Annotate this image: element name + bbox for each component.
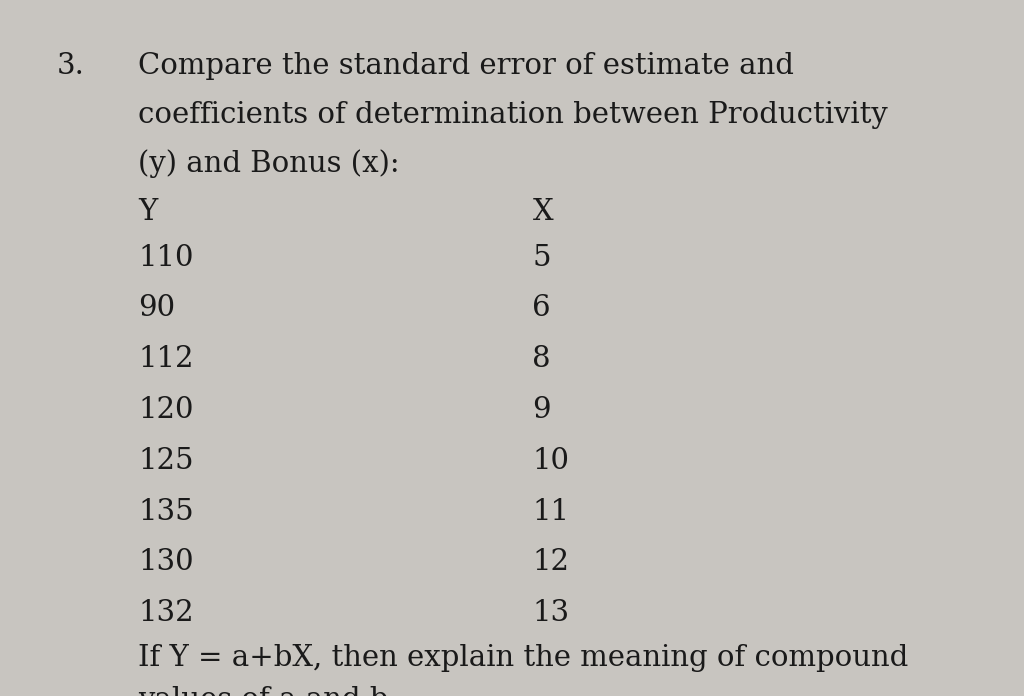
Text: 8: 8 [532,345,551,373]
Text: 5: 5 [532,244,551,271]
Text: 125: 125 [138,447,194,475]
Text: Y: Y [138,198,158,226]
Text: If Y = a+bX, then explain the meaning of compound: If Y = a+bX, then explain the meaning of… [138,644,908,672]
Text: 10: 10 [532,447,569,475]
Text: 120: 120 [138,396,194,424]
Text: Compare the standard error of estimate and: Compare the standard error of estimate a… [138,52,795,80]
Text: 6: 6 [532,294,551,322]
Text: values of a and b.: values of a and b. [138,686,398,696]
Text: (y) and Bonus (x):: (y) and Bonus (x): [138,150,399,178]
Text: 112: 112 [138,345,194,373]
Text: 135: 135 [138,498,194,525]
Text: 12: 12 [532,548,569,576]
Text: 11: 11 [532,498,569,525]
Text: 90: 90 [138,294,175,322]
Text: 3.: 3. [56,52,84,80]
Text: coefficients of determination between Productivity: coefficients of determination between Pr… [138,101,888,129]
Text: 130: 130 [138,548,194,576]
Text: X: X [532,198,553,226]
Text: 110: 110 [138,244,194,271]
Text: 132: 132 [138,599,194,627]
Text: 9: 9 [532,396,551,424]
Text: 13: 13 [532,599,569,627]
